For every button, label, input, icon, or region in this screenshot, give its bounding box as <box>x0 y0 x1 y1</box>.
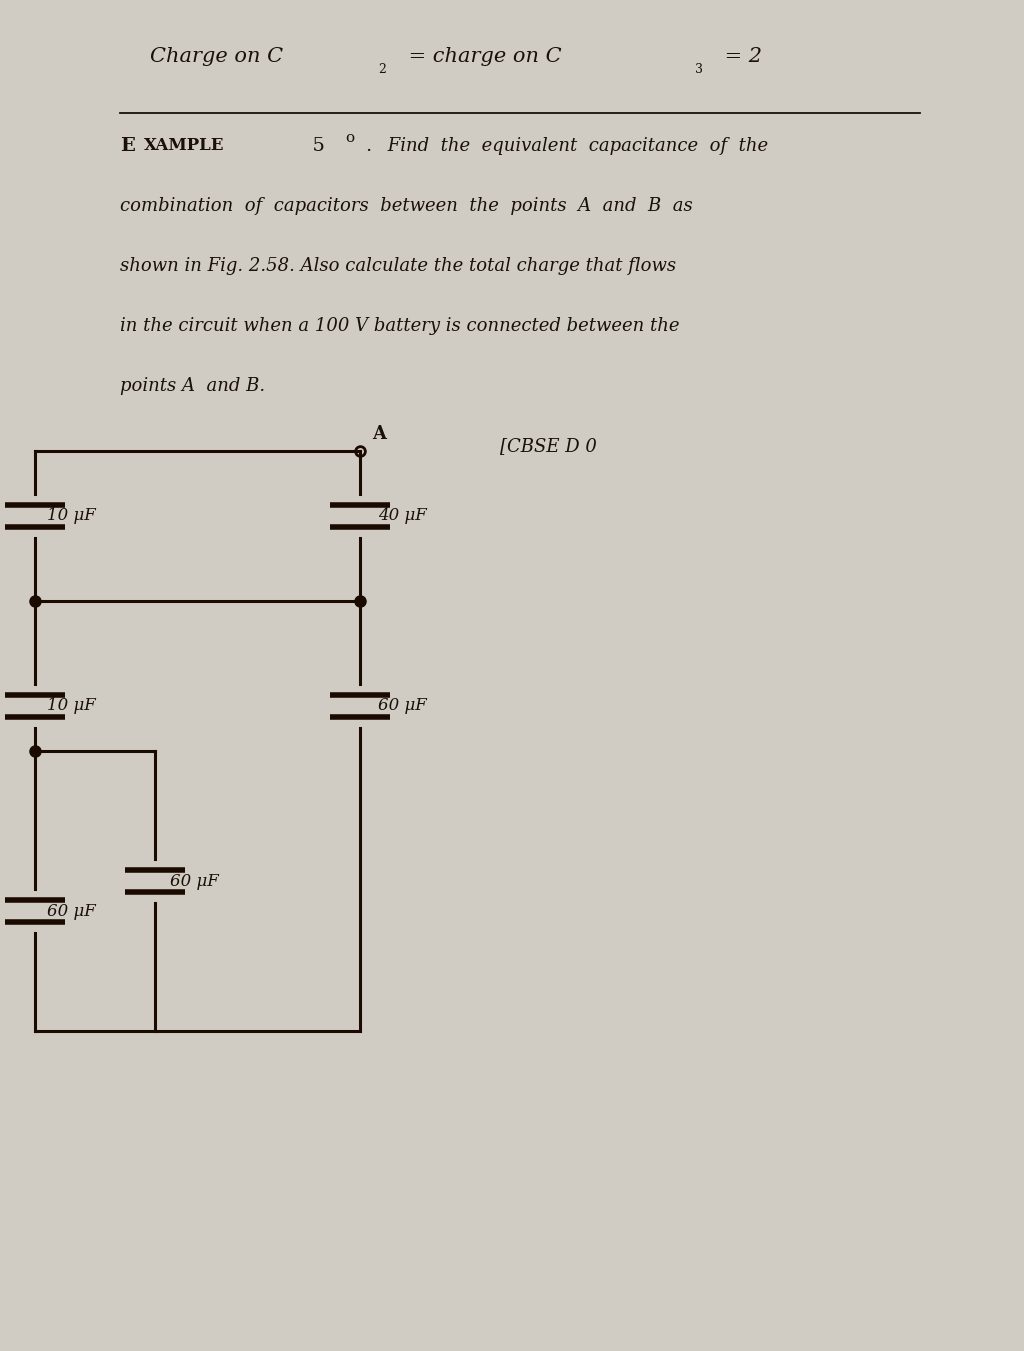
Text: 60 μF: 60 μF <box>170 873 219 889</box>
Text: .: . <box>365 136 372 155</box>
Text: 40 μF: 40 μF <box>378 508 427 524</box>
Text: points A  and B.: points A and B. <box>120 377 265 394</box>
Text: = charge on C: = charge on C <box>402 46 561 65</box>
Text: in the circuit when a 100 V battery is connected between the: in the circuit when a 100 V battery is c… <box>120 317 680 335</box>
Text: 60 μF: 60 μF <box>47 902 96 920</box>
Text: o: o <box>345 131 354 145</box>
Text: 10 μF: 10 μF <box>47 508 96 524</box>
Text: = 2: = 2 <box>718 46 762 65</box>
Text: Charge on C: Charge on C <box>150 46 283 65</box>
Text: 2: 2 <box>378 62 386 76</box>
Text: combination  of  capacitors  between  the  points  A  and  B  as: combination of capacitors between the po… <box>120 197 693 215</box>
Text: E: E <box>120 136 135 155</box>
Text: 10 μF: 10 μF <box>47 697 96 715</box>
Text: 3: 3 <box>695 62 703 76</box>
Text: Find  the  equivalent  capacitance  of  the: Find the equivalent capacitance of the <box>382 136 768 155</box>
Text: shown in Fig. 2.58. Also calculate the total charge that flows: shown in Fig. 2.58. Also calculate the t… <box>120 257 676 276</box>
Text: A: A <box>372 426 386 443</box>
Text: [CBSE D 0: [CBSE D 0 <box>500 436 597 455</box>
Text: 60 μF: 60 μF <box>378 697 427 715</box>
Text: 5: 5 <box>300 136 325 155</box>
Text: XAMPLE: XAMPLE <box>144 138 224 154</box>
